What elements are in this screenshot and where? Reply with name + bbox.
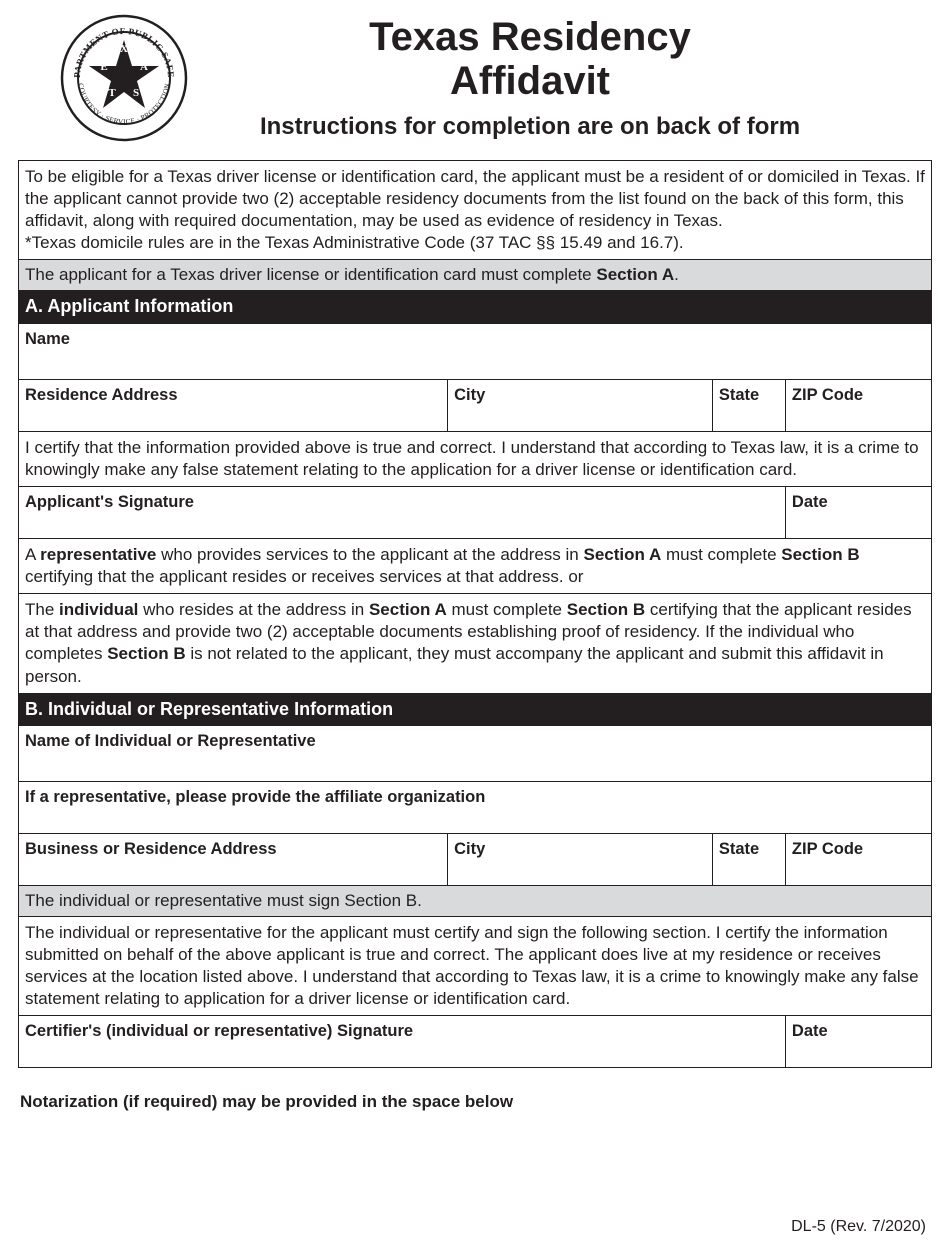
applicant-city-field[interactable]: City [448,379,713,431]
applicant-state-label: State [719,385,779,406]
applicant-name-field[interactable]: Name [19,323,932,379]
intro-p1: To be eligible for a Texas driver licens… [25,167,925,230]
applicant-city-label: City [454,385,706,406]
intro-p2: *Texas domicile rules are in the Texas A… [25,233,684,252]
mid-p2a: The [25,600,59,619]
rep-name-field[interactable]: Name of Individual or Representative [19,726,932,782]
applicant-zip-field[interactable]: ZIP Code [785,379,931,431]
applicant-zip-label: ZIP Code [792,385,925,406]
mid-p1a: A [25,545,40,564]
mid-p2f: Section B [567,600,645,619]
rep-cert-text: The individual or representative for the… [19,917,932,1016]
rep-city-label: City [454,839,706,860]
svg-text:S: S [133,87,139,99]
rep-city-field[interactable]: City [448,834,713,886]
rep-state-label: State [719,839,779,860]
applicant-cert-text: I certify that the information provided … [19,431,932,486]
gray1-post: . [674,265,679,284]
mid-p1g: certifying that the applicant resides or… [25,567,583,586]
section-b-header: B. Individual or Representative Informat… [19,693,932,725]
mid-p1d: Section A [583,545,661,564]
mid-p1c: who provides services to the applicant a… [156,545,583,564]
affiliate-org-label: If a representative, please provide the … [25,787,925,808]
certifier-signature-field[interactable]: Certifier's (individual or representativ… [19,1016,786,1068]
rep-paragraph: A representative who provides services t… [19,539,932,594]
rep-zip-label: ZIP Code [792,839,925,860]
rep-address-field[interactable]: Business or Residence Address [19,834,448,886]
certifier-date-field[interactable]: Date [785,1016,931,1068]
certifier-signature-label: Certifier's (individual or representativ… [25,1021,779,1042]
svg-text:X: X [120,43,128,55]
mid-p2h: Section B [107,644,185,663]
mid-p2e: must complete [447,600,567,619]
applicant-name-label: Name [25,329,925,350]
applicant-date-label: Date [792,492,925,513]
mid-p2d: Section A [369,600,447,619]
svg-text:T: T [108,87,116,99]
applicant-state-field[interactable]: State [712,379,785,431]
mid-p2b: individual [59,600,138,619]
rep-zip-field[interactable]: ZIP Code [785,834,931,886]
applicant-address-field[interactable]: Residence Address [19,379,448,431]
form-header: DEPARTMENT OF PUBLIC SAFETY COURTESY · S… [18,14,932,142]
gray1-pre: The applicant for a Texas driver license… [25,265,596,284]
mid-p1e: must complete [661,545,781,564]
applicant-signature-label: Applicant's Signature [25,492,779,513]
mid-p1f: Section B [781,545,859,564]
section-b-sign-instruction: The individual or representative must si… [19,886,932,917]
rep-name-label: Name of Individual or Representative [25,731,925,752]
notary-note: Notarization (if required) may be provid… [20,1092,932,1112]
mid-p2c: who resides at the address in [138,600,369,619]
title-line-2: Affidavit [208,59,852,103]
subtitle: Instructions for completion are on back … [208,113,852,141]
affiliate-org-field[interactable]: If a representative, please provide the … [19,782,932,834]
rep-address-label: Business or Residence Address [25,839,441,860]
title-block: Texas Residency Affidavit Instructions f… [208,15,932,141]
section-a-header: A. Applicant Information [19,291,932,323]
gray1-bold: Section A [596,265,674,284]
indiv-paragraph: The individual who resides at the addres… [19,594,932,693]
form-number: DL-5 (Rev. 7/2020) [791,1218,926,1236]
certifier-date-label: Date [792,1021,925,1042]
svg-text:E: E [100,61,107,73]
applicant-date-field[interactable]: Date [785,487,931,539]
mid-p1b: representative [40,545,156,564]
section-a-instruction: The applicant for a Texas driver license… [19,260,932,291]
applicant-signature-field[interactable]: Applicant's Signature [19,487,786,539]
intro-cell: To be eligible for a Texas driver licens… [19,161,932,260]
form-table: To be eligible for a Texas driver licens… [18,160,932,1068]
title-line-1: Texas Residency [208,15,852,59]
rep-state-field[interactable]: State [712,834,785,886]
svg-text:A: A [140,61,148,73]
applicant-address-label: Residence Address [25,385,441,406]
dps-seal-icon: DEPARTMENT OF PUBLIC SAFETY COURTESY · S… [60,14,188,142]
